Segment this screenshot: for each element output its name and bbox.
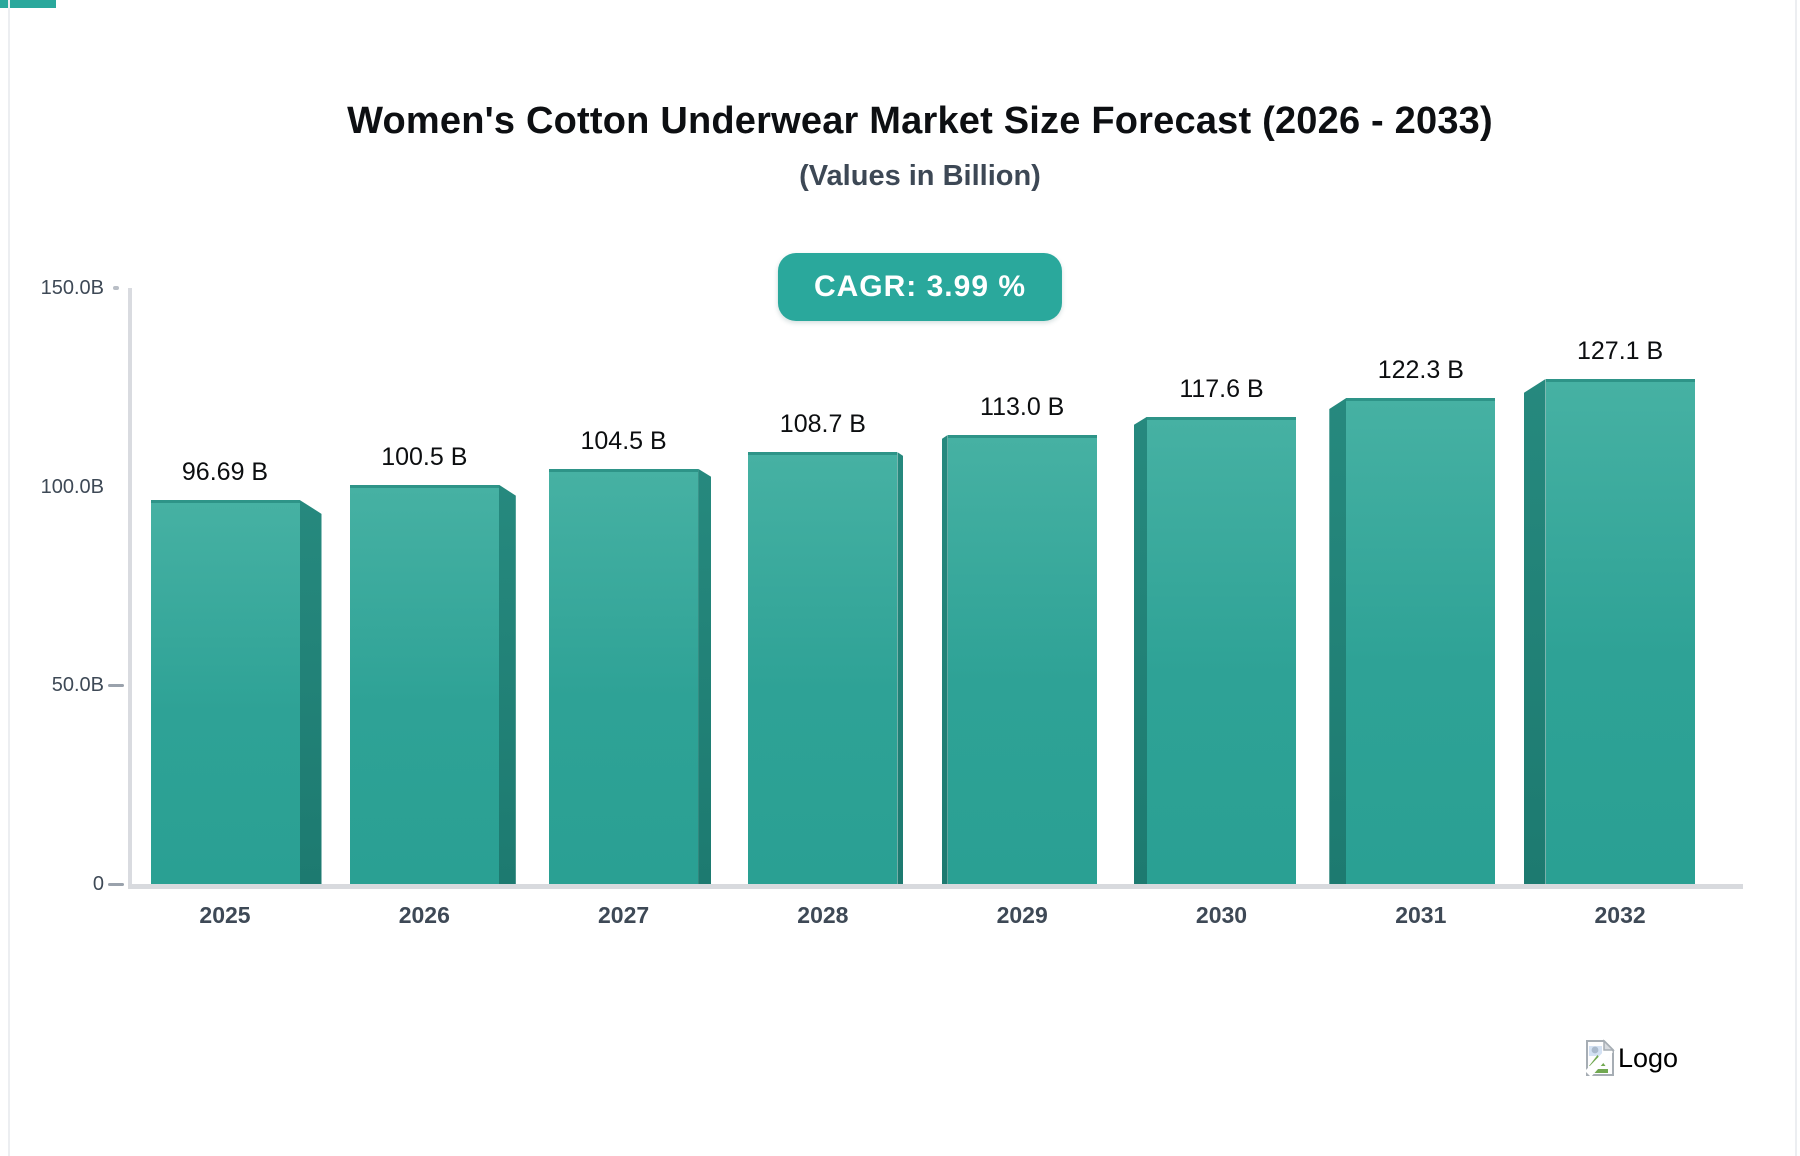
bar-face-2029 (947, 435, 1097, 884)
y-axis-tick (113, 286, 119, 290)
x-axis-label-2028: 2028 (797, 902, 849, 928)
x-axis-label-2026: 2026 (398, 902, 450, 928)
y-axis-label-100.0B: 100.0B (40, 475, 104, 498)
bar-side-2030 (1134, 416, 1147, 884)
bar-side-2025 (299, 499, 322, 884)
x-axis-label-2032: 2032 (1594, 902, 1646, 928)
bar-face-2031 (1346, 398, 1496, 884)
bar-side-2031 (1329, 398, 1347, 884)
bar-value-label-2029: 113.0 B (980, 393, 1065, 421)
x-axis-label-2031: 2031 (1395, 902, 1447, 928)
x-axis-label-2025: 2025 (199, 902, 251, 928)
bar-side-2032 (1523, 378, 1546, 884)
x-axis-label-2029: 2029 (996, 902, 1048, 928)
bar-value-label-2032: 127.1 B (1577, 336, 1664, 365)
logo-alt-text: Logo (1618, 1043, 1679, 1073)
bar-face-2032 (1545, 378, 1695, 884)
bar-face-2026 (349, 484, 499, 884)
broken-image-icon (1585, 1039, 1615, 1077)
x-axis-label-2027: 2027 (598, 902, 650, 928)
bar-value-label-2025: 96.69 B (181, 457, 269, 486)
bar-side-2029 (941, 435, 948, 884)
bar-side-2026 (498, 484, 516, 884)
bar-face-2027 (549, 468, 699, 884)
y-axis-tick (108, 882, 124, 886)
bar-side-2027 (698, 468, 712, 884)
bar-value-label-2026: 100.5 B (381, 442, 468, 471)
bar-value-label-2031: 122.3 B (1377, 356, 1464, 385)
top-left-strip (0, 0, 56, 8)
x-axis-label-2030: 2030 (1195, 902, 1248, 928)
bar-side-2028 (897, 452, 904, 884)
bar-value-label-2028: 108.7 B (779, 410, 866, 439)
bar-face-2025 (150, 499, 300, 884)
bar-face-2030 (1147, 416, 1296, 884)
x-axis-baseline (128, 884, 1743, 889)
bar-value-label-2030: 117.6 B (1179, 374, 1264, 403)
cagr-badge: CAGR: 3.99 % (777, 253, 1063, 321)
bar-value-label-2027: 104.5 B (580, 426, 667, 455)
y-axis-label-50.0B: 50.0B (51, 674, 104, 697)
chart-title: Women's Cotton Underwear Market Size For… (347, 100, 1493, 142)
y-axis-label-0: 0 (92, 873, 104, 895)
y-axis-line (128, 288, 132, 889)
y-axis-label-150.0B: 150.0B (40, 277, 104, 299)
y-axis-tick (108, 683, 124, 687)
bar-face-2028 (748, 452, 898, 884)
logo: Logo (1584, 1038, 1678, 1078)
chart-subtitle: (Values in Billion) (799, 160, 1041, 192)
